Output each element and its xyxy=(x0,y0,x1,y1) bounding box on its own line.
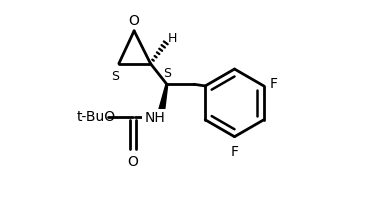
Polygon shape xyxy=(157,84,168,118)
Text: O: O xyxy=(129,14,140,28)
Text: F: F xyxy=(269,77,277,91)
Text: S: S xyxy=(112,70,120,83)
Text: NH: NH xyxy=(144,111,165,125)
Text: t-BuO: t-BuO xyxy=(76,110,116,124)
Text: H: H xyxy=(167,32,177,45)
Text: S: S xyxy=(163,67,171,80)
Text: O: O xyxy=(128,155,138,169)
Text: F: F xyxy=(231,145,238,159)
